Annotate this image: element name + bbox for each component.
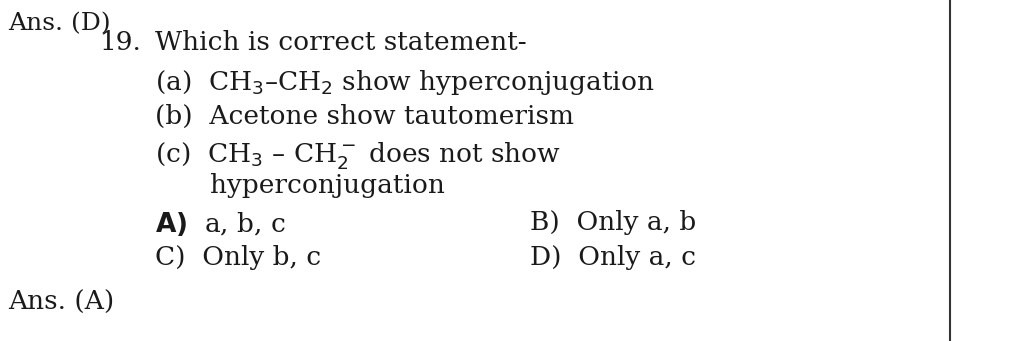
Text: $\bf{A)}$  a, b, c: $\bf{A)}$ a, b, c (155, 210, 286, 238)
Text: 19.: 19. (100, 30, 142, 55)
Text: D)  Only a, c: D) Only a, c (530, 245, 696, 270)
Text: (b)  Acetone show tautomerism: (b) Acetone show tautomerism (155, 104, 574, 129)
Text: Which is correct statement-: Which is correct statement- (155, 30, 526, 55)
Text: C)  Only b, c: C) Only b, c (155, 245, 322, 270)
Text: (c)  CH$_3$ – CH$_2^-$ does not show: (c) CH$_3$ – CH$_2^-$ does not show (155, 140, 561, 172)
Text: Ans. (D): Ans. (D) (8, 12, 111, 35)
Text: B)  Only a, b: B) Only a, b (530, 210, 696, 235)
Text: Ans. (A): Ans. (A) (8, 290, 115, 315)
Text: hyperconjugation: hyperconjugation (210, 173, 444, 198)
Text: (a)  CH$_3$–CH$_2$ show hyperconjugation: (a) CH$_3$–CH$_2$ show hyperconjugation (155, 68, 654, 97)
